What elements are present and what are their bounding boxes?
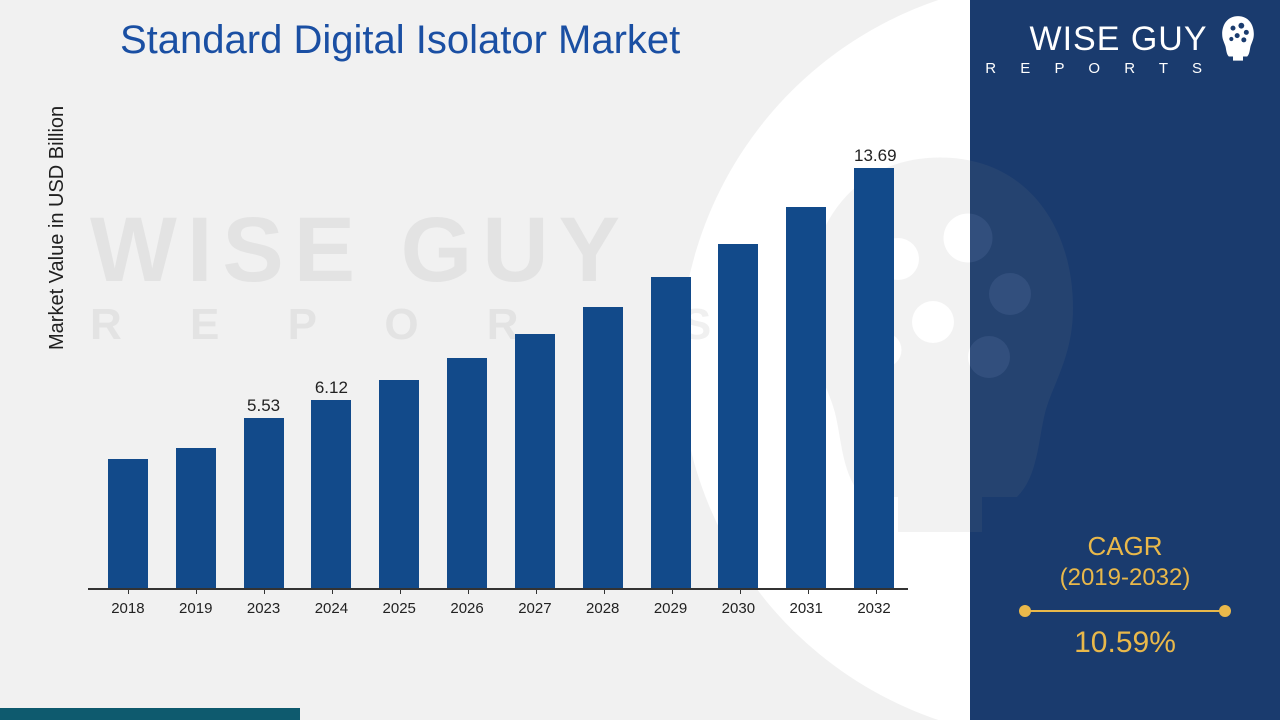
bar: [176, 448, 216, 588]
infographic-canvas: WISE GUY R E P O R T S Standard Digital …: [0, 0, 1280, 720]
bottom-strip: [0, 708, 300, 720]
bar-slot: [501, 334, 569, 588]
bar-value-label: 5.53: [244, 396, 284, 416]
bar-value-label: 13.69: [854, 146, 894, 166]
bar: [854, 168, 894, 588]
bar-slot: [365, 380, 433, 588]
bar-slot: [704, 244, 772, 588]
x-axis-tick-label: 2029: [637, 594, 705, 617]
bar: [244, 418, 284, 588]
x-axis-tick-label: 2027: [501, 594, 569, 617]
bar-slot: 6.12: [297, 400, 365, 588]
bar-slot: 5.53: [230, 418, 298, 588]
bar-slot: [569, 307, 637, 588]
bar: [583, 307, 623, 588]
logo-head-icon: [1216, 14, 1260, 64]
chart-title: Standard Digital Isolator Market: [120, 18, 680, 63]
x-axis-tick-label: 2030: [704, 594, 772, 617]
x-axis-tick-label: 2028: [569, 594, 637, 617]
plot-area: 5.536.1213.69: [88, 160, 908, 590]
bar-value-label: 6.12: [311, 378, 351, 398]
bar-slot: [637, 277, 705, 588]
brand-logo: WISE GUY R E P O R T S: [985, 14, 1260, 77]
cagr-range: (2019-2032): [1000, 564, 1250, 592]
x-axis-tick-label: 2031: [772, 594, 840, 617]
bars-container: 5.536.1213.69: [88, 160, 908, 588]
cagr-value: 10.59%: [1000, 626, 1250, 660]
bar: [651, 277, 691, 588]
bar: [718, 244, 758, 588]
x-axis-labels: 2018201920232024202520262027202820292030…: [88, 594, 908, 617]
bar-slot: [94, 459, 162, 588]
x-axis-tick-label: 2025: [365, 594, 433, 617]
cagr-divider: [1025, 610, 1225, 612]
bar: [447, 358, 487, 588]
bar-chart: Market Value in USD Billion 5.536.1213.6…: [40, 160, 910, 630]
logo-text-main: WISE GUY: [1030, 20, 1208, 59]
x-axis-tick-label: 2019: [162, 594, 230, 617]
cagr-title: CAGR: [1000, 531, 1250, 562]
bar: [786, 207, 826, 588]
cagr-block: CAGR (2019-2032) 10.59%: [1000, 531, 1250, 660]
x-axis-tick-label: 2024: [297, 594, 365, 617]
bar: [108, 459, 148, 588]
bar: [379, 380, 419, 588]
x-axis-tick-label: 2032: [840, 594, 908, 617]
logo-text-sub: R E P O R T S: [985, 60, 1212, 77]
bar-slot: [772, 207, 840, 588]
bar: [311, 400, 351, 588]
bar-slot: [162, 448, 230, 588]
y-axis-label: Market Value in USD Billion: [46, 106, 69, 350]
bar-slot: [433, 358, 501, 588]
bar: [515, 334, 555, 588]
x-axis-tick-label: 2026: [433, 594, 501, 617]
x-axis-tick-label: 2018: [94, 594, 162, 617]
x-axis-tick-label: 2023: [230, 594, 298, 617]
bar-slot: 13.69: [840, 168, 908, 588]
